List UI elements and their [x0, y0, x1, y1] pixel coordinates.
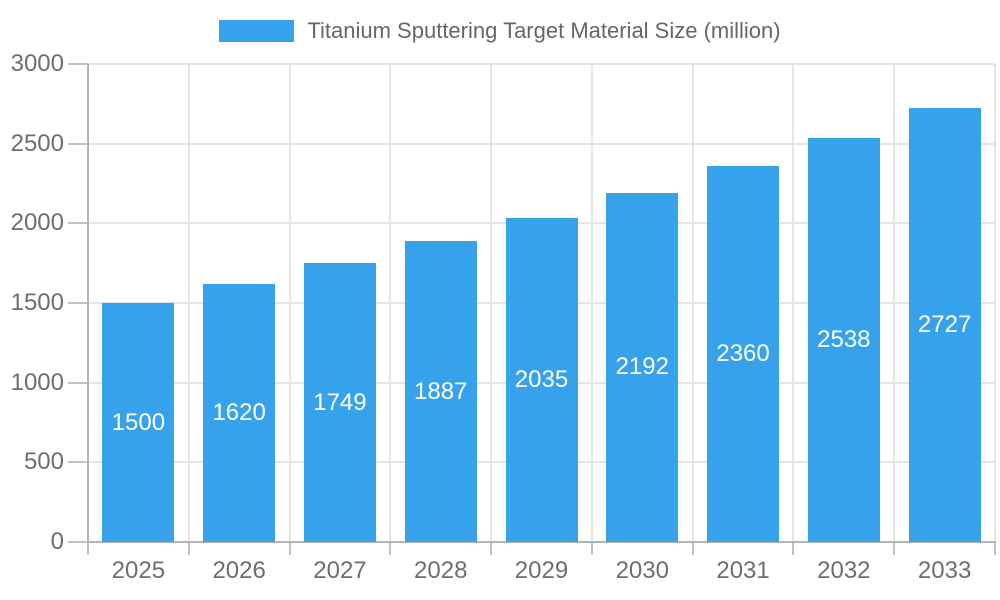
x-axis-tick: [893, 543, 896, 555]
y-axis-tick: [68, 541, 88, 543]
x-axis-label: 2032: [817, 557, 871, 584]
gridline-vertical: [187, 64, 190, 542]
bar[interactable]: 1749: [303, 263, 376, 542]
bar-value-label: 2035: [514, 365, 569, 393]
x-axis-label: 2026: [212, 557, 266, 584]
plot-area: 0 500 1000 1500 2000 2500 3000 1500 2025 1620 2026…: [11, 52, 996, 583]
x-axis-tick: [994, 543, 996, 555]
bar[interactable]: 2192: [606, 192, 679, 542]
gridline-vertical: [691, 64, 694, 542]
y-axis-label: 1500: [10, 289, 64, 316]
x-axis-tick: [691, 543, 694, 555]
x-axis-tick: [490, 543, 493, 555]
x-axis-tick: [187, 543, 190, 555]
gridline-vertical: [590, 64, 593, 542]
y-axis-tick: [68, 63, 88, 65]
bar-value-label: 2727: [917, 310, 972, 338]
gridline-horizontal: [88, 142, 995, 145]
bar-value-label: 1500: [111, 408, 166, 436]
gridline-horizontal: [88, 63, 995, 65]
y-axis-label: 1000: [10, 368, 64, 396]
bar-value-label: 1749: [313, 388, 367, 416]
bar[interactable]: 2538: [807, 137, 880, 542]
x-axis-line: [87, 541, 996, 543]
bar[interactable]: 2727: [908, 107, 981, 542]
bar[interactable]: 1500: [102, 303, 175, 542]
y-axis-tick: [68, 222, 88, 225]
gridline-vertical: [792, 64, 795, 542]
gridline-vertical: [994, 64, 996, 542]
x-axis-label: 2031: [716, 557, 770, 584]
bar[interactable]: 1887: [404, 241, 477, 542]
legend-swatch: [219, 20, 295, 42]
gridline-vertical: [893, 64, 896, 542]
y-axis-label: 500: [23, 448, 64, 476]
bar-value-label: 1620: [212, 398, 266, 426]
y-axis-tick: [68, 381, 88, 384]
bar-value-label: 2192: [615, 353, 669, 381]
x-axis-tick: [389, 543, 392, 555]
bar[interactable]: 1620: [203, 283, 276, 542]
bar-value-label: 2538: [817, 325, 871, 353]
y-axis-label: 2000: [10, 209, 64, 237]
gridline-vertical: [288, 64, 291, 542]
y-axis-tick: [68, 461, 88, 464]
y-axis-tick: [68, 142, 88, 145]
x-axis-tick: [792, 543, 795, 555]
x-axis-label: 2027: [313, 557, 367, 584]
x-axis-tick: [87, 543, 89, 555]
y-axis-line: [87, 64, 89, 542]
chart-legend[interactable]: Titanium Sputtering Target Material Size…: [0, 14, 1000, 48]
y-axis-label: 3000: [10, 50, 64, 77]
x-axis-label: 2029: [514, 557, 569, 584]
x-axis-label: 2033: [917, 557, 972, 584]
x-axis-tick: [288, 543, 291, 555]
bar-value-label: 2360: [716, 339, 770, 367]
y-axis-tick: [68, 302, 88, 304]
gridline-vertical: [389, 64, 392, 542]
x-axis-tick: [590, 543, 593, 555]
bar-value-label: 1887: [414, 377, 468, 405]
y-axis-label: 2500: [10, 129, 64, 157]
x-axis-label: 2030: [615, 557, 669, 584]
bar[interactable]: 2360: [707, 165, 780, 542]
bar[interactable]: 2035: [505, 217, 578, 542]
x-axis-label: 2028: [414, 557, 468, 584]
x-axis-label: 2025: [111, 557, 166, 584]
y-axis-label: 0: [50, 528, 64, 555]
gridline-vertical: [490, 64, 493, 542]
legend-label: Titanium Sputtering Target Material Size…: [307, 18, 781, 43]
